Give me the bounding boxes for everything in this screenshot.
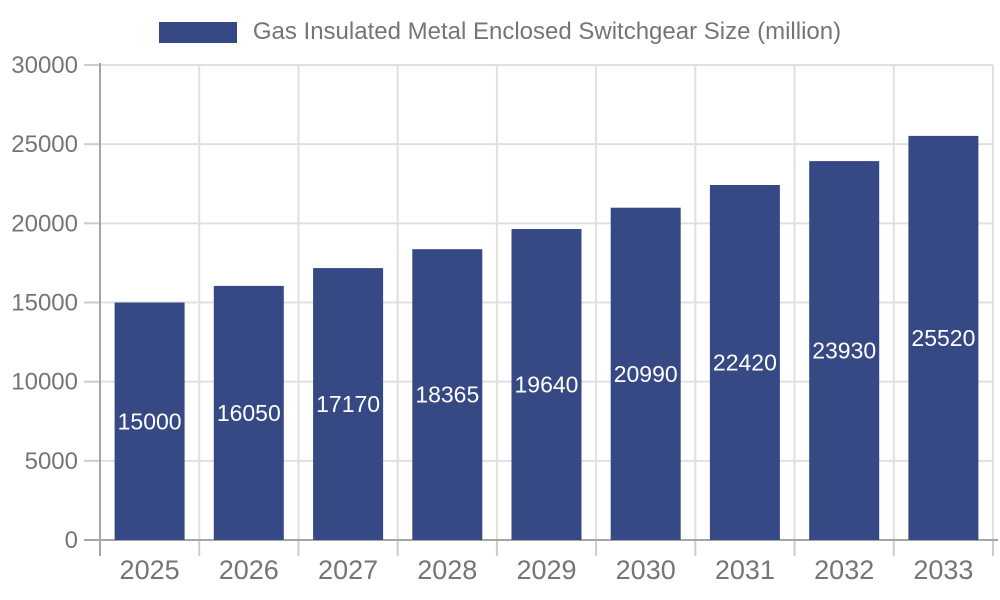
x-tick-label: 2025 [120,555,180,585]
bar-value-label: 23930 [812,338,876,364]
x-tick-label: 2027 [318,555,378,585]
bar [412,249,483,540]
bar-value-label: 16050 [217,400,281,426]
bar [313,268,384,540]
bar-value-label: 25520 [911,325,975,351]
x-tick-label: 2031 [715,555,775,585]
y-tick-label: 15000 [11,290,78,317]
bar [809,161,880,540]
bar-value-label: 22420 [713,350,777,376]
y-tick-label: 20000 [11,210,78,237]
legend-label: Gas Insulated Metal Enclosed Switchgear … [252,18,842,45]
legend-swatch-icon [158,21,237,43]
y-tick-label: 25000 [11,131,78,158]
bar-value-label: 15000 [118,408,182,434]
y-tick-label: 30000 [11,52,78,79]
bar [213,285,284,540]
bar [908,135,979,540]
y-tick-label: 5000 [25,448,78,475]
bar-value-label: 17170 [316,391,380,417]
y-tick-label: 0 [65,527,78,554]
bar-value-label: 20990 [614,361,678,387]
bar [511,229,582,540]
y-tick-label: 10000 [11,369,78,396]
x-tick-label: 2029 [516,555,576,585]
x-tick-label: 2030 [616,555,676,585]
x-tick-label: 2026 [219,555,279,585]
x-tick-label: 2032 [814,555,874,585]
bar [709,185,780,540]
x-tick-label: 2028 [417,555,477,585]
x-tick-label: 2033 [913,555,973,585]
bar-value-label: 18365 [415,382,479,408]
bar [610,207,681,540]
bar [114,302,185,540]
bar-value-label: 19640 [515,372,579,398]
legend-item[interactable]: Gas Insulated Metal Enclosed Switchgear … [0,18,1000,46]
